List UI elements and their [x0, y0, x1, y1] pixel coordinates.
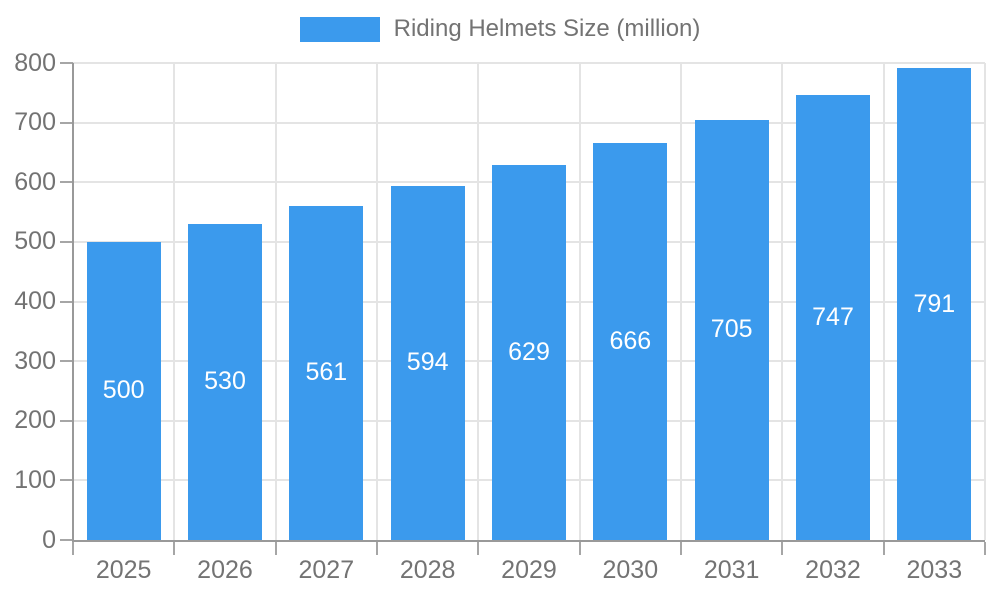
y-axis-tick-label: 0 [42, 525, 56, 554]
v-gridline [882, 63, 885, 540]
x-axis-tick [477, 542, 480, 555]
y-axis-tick-label: 400 [14, 287, 56, 315]
x-axis-tick-label: 2031 [703, 556, 760, 584]
bar-value-label: 747 [812, 302, 854, 331]
bar-2032[interactable]: 747 [796, 94, 870, 540]
x-axis-tick-label: 2033 [906, 556, 963, 584]
y-axis-tick [60, 479, 73, 482]
y-axis-line [72, 63, 74, 542]
bar-value-label: 530 [204, 367, 246, 396]
y-axis-tick [60, 419, 73, 422]
x-axis-tick-label: 2026 [197, 556, 253, 584]
x-axis-tick [781, 542, 784, 555]
bar-value-label: 594 [406, 348, 449, 377]
v-gridline [477, 63, 480, 540]
x-axis-tick [72, 542, 74, 555]
bar-2027[interactable]: 561 [289, 205, 364, 540]
x-axis-tick [680, 542, 682, 555]
v-gridline [781, 63, 784, 540]
x-axis-tick-label: 2028 [399, 556, 456, 584]
y-axis-tick-label: 500 [14, 227, 56, 256]
y-axis-tick-label: 600 [14, 167, 56, 196]
x-axis-tick-label: 2032 [805, 556, 861, 584]
x-axis-tick [274, 542, 277, 555]
x-axis-tick-label: 2029 [501, 556, 557, 584]
bar-2026[interactable]: 530 [188, 223, 262, 540]
bar-value-label: 705 [710, 315, 753, 344]
x-axis-tick [882, 542, 885, 555]
x-axis-tick-label: 2025 [95, 556, 152, 584]
bar-2031[interactable]: 705 [694, 119, 769, 540]
y-axis-tick [60, 240, 73, 243]
y-axis-tick [60, 181, 73, 184]
bar-value-label: 500 [102, 376, 145, 405]
chart-legend[interactable]: Riding Helmets Size (million) [0, 15, 1000, 43]
y-axis-tick [60, 300, 73, 303]
h-gridline [73, 62, 985, 64]
v-gridline [984, 63, 986, 540]
y-axis-tick [60, 121, 73, 124]
x-axis-tick [984, 542, 986, 555]
v-gridline [173, 63, 176, 540]
x-axis-tick [173, 542, 176, 555]
bar-value-label: 666 [609, 326, 652, 355]
y-axis-tick-label: 300 [14, 346, 56, 375]
bar-2033[interactable]: 791 [897, 68, 972, 540]
y-axis-tick [60, 360, 73, 363]
y-axis-tick-label: 800 [14, 48, 56, 77]
bar-2028[interactable]: 594 [390, 185, 465, 540]
y-axis-tick [60, 62, 73, 64]
bar-value-label: 561 [305, 358, 348, 387]
x-axis-line [73, 540, 985, 542]
y-axis-tick-label: 100 [14, 465, 56, 494]
x-axis-tick-label: 2030 [602, 556, 659, 584]
bar-value-label: 629 [508, 337, 550, 366]
legend-swatch-icon [299, 16, 380, 42]
v-gridline [578, 63, 581, 540]
x-axis-tick-label: 2027 [298, 556, 355, 584]
y-axis-tick-label: 700 [14, 108, 56, 137]
bar-2029[interactable]: 629 [492, 164, 566, 540]
v-gridline [376, 63, 378, 540]
bar-value-label: 791 [913, 289, 956, 318]
v-gridline [274, 63, 277, 540]
x-axis-tick [376, 542, 378, 555]
y-axis-tick [60, 539, 73, 541]
h-gridline [73, 121, 985, 124]
x-axis-tick [578, 542, 581, 555]
v-gridline [680, 63, 682, 540]
y-axis-tick-label: 200 [14, 406, 56, 435]
legend-label: Riding Helmets Size (million) [393, 15, 701, 42]
bar-2025[interactable]: 500 [86, 241, 161, 540]
bar-2030[interactable]: 666 [593, 142, 668, 540]
